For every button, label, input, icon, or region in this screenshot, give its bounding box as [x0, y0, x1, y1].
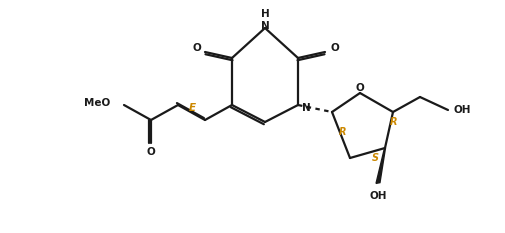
- Text: S: S: [372, 153, 379, 163]
- Text: O: O: [146, 147, 156, 157]
- Text: OH: OH: [369, 191, 387, 201]
- Text: R: R: [390, 117, 398, 127]
- Text: O: O: [331, 43, 339, 53]
- Text: MeO: MeO: [84, 98, 110, 108]
- Text: E: E: [188, 103, 195, 113]
- Text: R: R: [339, 127, 347, 137]
- Text: N: N: [302, 103, 311, 113]
- Polygon shape: [376, 148, 385, 183]
- Text: O: O: [192, 43, 201, 53]
- Text: OH: OH: [453, 105, 471, 115]
- Text: H: H: [261, 9, 269, 19]
- Text: O: O: [356, 83, 365, 93]
- Text: N: N: [261, 21, 269, 31]
